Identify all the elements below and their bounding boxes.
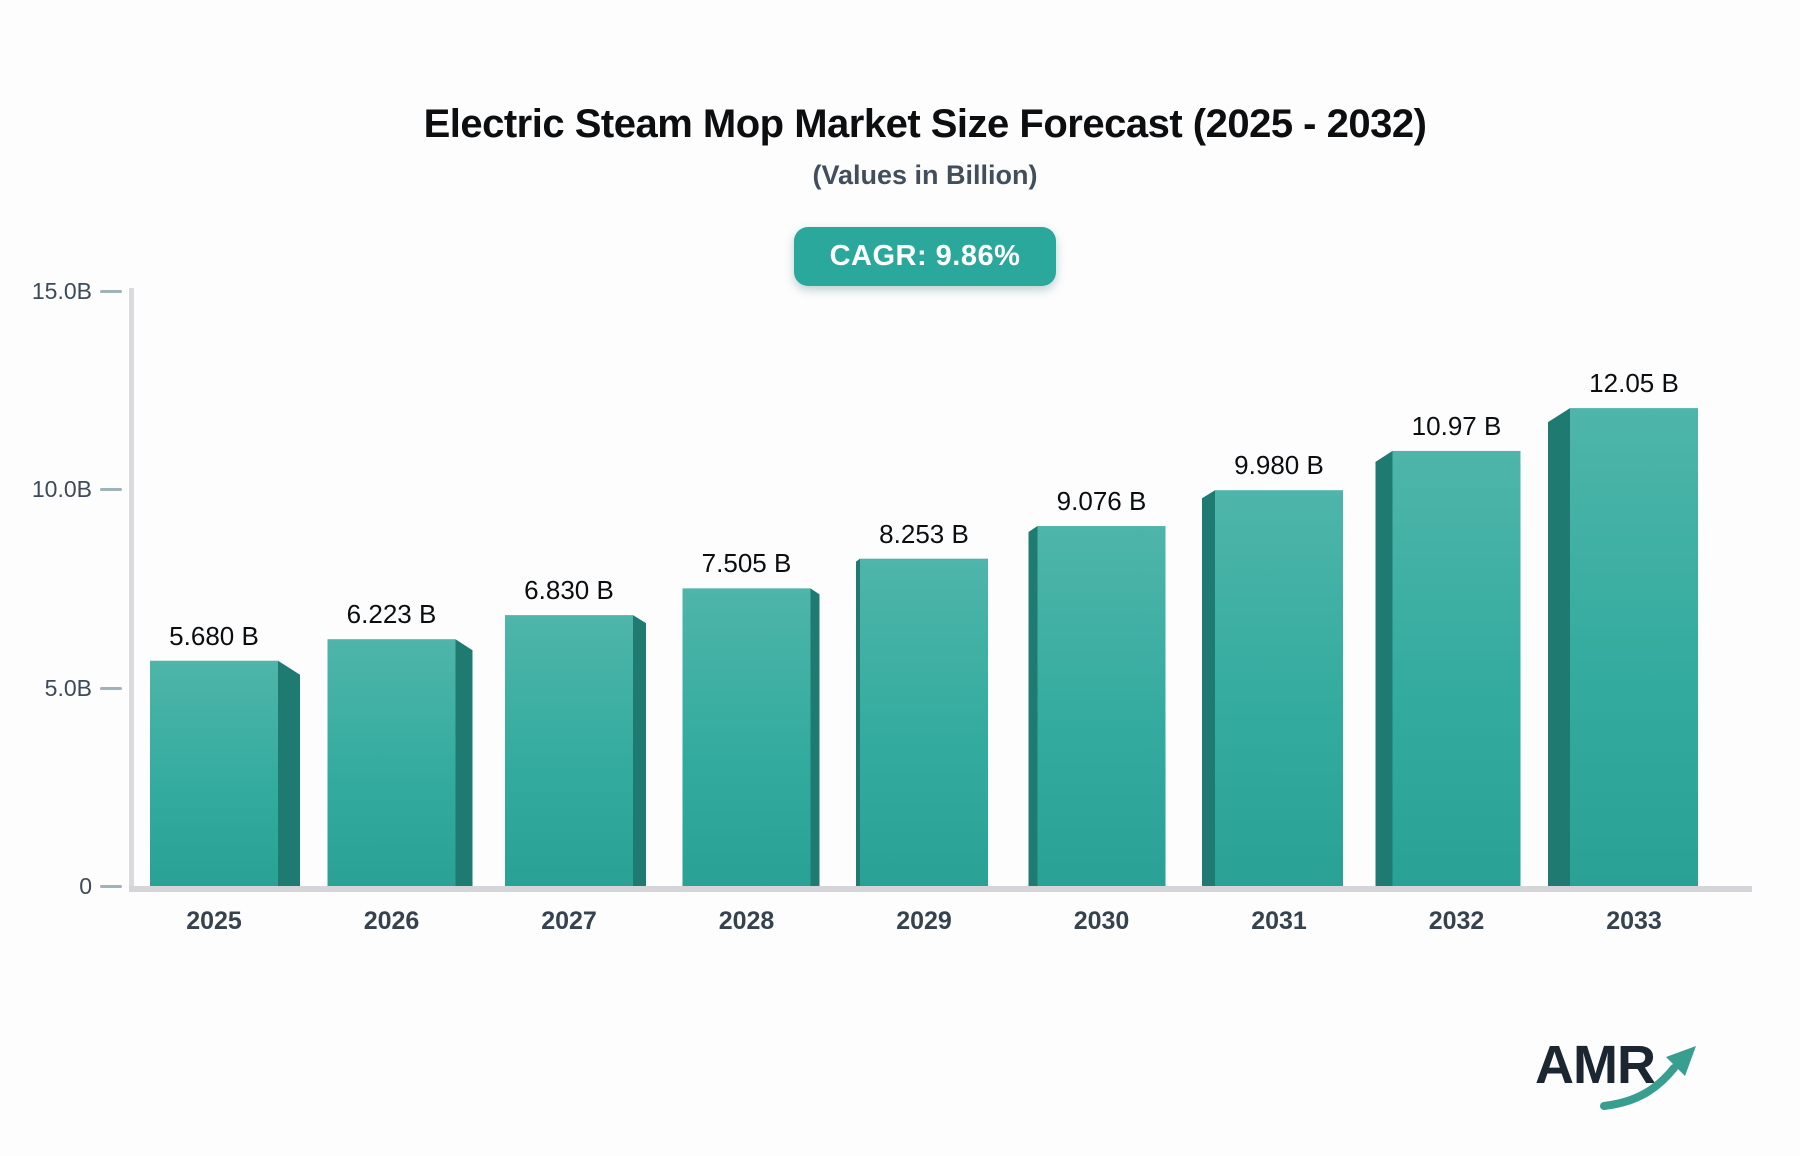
bar-side-face [278,660,300,886]
y-tick-label-5.0B: 5.0B [44,674,92,701]
y-tick-label-10.0B: 10.0B [31,476,92,503]
bar-side-face [1548,408,1570,886]
bar-2032 [1375,450,1521,886]
bar-value-label-2033: 12.05 B [1589,368,1679,399]
bar-value-label-2029: 8.253 B [879,518,969,549]
bar-value-label-2027: 6.830 B [524,575,614,606]
y-tick-label-15.0B: 15.0B [31,278,92,305]
logo-trend-arrow-icon [1600,1046,1696,1110]
y-axis-line [129,288,134,892]
bar-front-face [505,615,633,886]
bar-front-face [1392,450,1521,886]
bar-2030 [1028,526,1166,886]
y-tick-mark [100,290,122,294]
bar-side-face [810,588,820,886]
bar-2025 [150,660,300,886]
y-tick-mark [100,686,122,690]
bar-2028 [682,588,820,886]
bar-2031 [1202,490,1343,886]
bar-front-face [1037,526,1166,886]
x-axis-line [129,886,1752,892]
x-axis-label-2025: 2025 [186,907,242,935]
x-axis-label-2031: 2031 [1251,907,1307,935]
bar-front-face [327,639,456,886]
x-axis-label-2028: 2028 [718,907,775,935]
y-tick-mark [100,885,122,888]
x-axis-label-2029: 2029 [896,907,952,935]
bar-front-face [1570,408,1698,886]
page-title: Electric Steam Mop Market Size Forecast … [423,102,1427,146]
x-axis-label-2032: 2032 [1428,907,1485,935]
bar-value-label-2025: 5.680 B [169,620,259,651]
bar-side-face [1028,526,1038,886]
bar-2029 [856,558,988,886]
bar-2026 [327,639,473,886]
y-tick-label-0: 0 [79,873,92,899]
page-subtitle: (Values in Billion) [812,160,1038,190]
bar-side-face [633,615,646,886]
bar-side-face [856,558,860,886]
y-tick-mark [100,488,122,492]
chart-header: Electric Steam Mop Market Size Forecast … [50,0,1800,286]
bar-front-face [682,588,811,886]
bar-value-label-2031: 9.980 B [1234,450,1324,481]
bar-side-face [455,639,473,886]
logo-text: AMR [1535,1035,1656,1095]
bar-value-label-2032: 10.97 B [1411,410,1502,441]
bar-value-label-2026: 6.223 B [346,599,437,630]
bar-value-label-2028: 7.505 B [701,548,792,579]
x-axis-label-2033: 2033 [1606,907,1662,935]
bar-2027 [505,615,646,886]
bar-front-face [860,558,988,886]
bar-side-face [1202,490,1215,886]
x-axis-label-2026: 2026 [363,907,420,935]
bar-side-face [1375,450,1393,886]
x-axis-label-2027: 2027 [541,907,597,935]
bar-value-label-2030: 9.076 B [1056,486,1147,517]
x-axis-label-2030: 2030 [1073,907,1130,935]
amr-logo: AMR [1535,1030,1725,1120]
cagr-badge: CAGR: 9.86% [793,227,1057,286]
bar-2033 [1548,408,1698,886]
bar-front-face [1215,490,1343,886]
bar-front-face [150,660,278,886]
